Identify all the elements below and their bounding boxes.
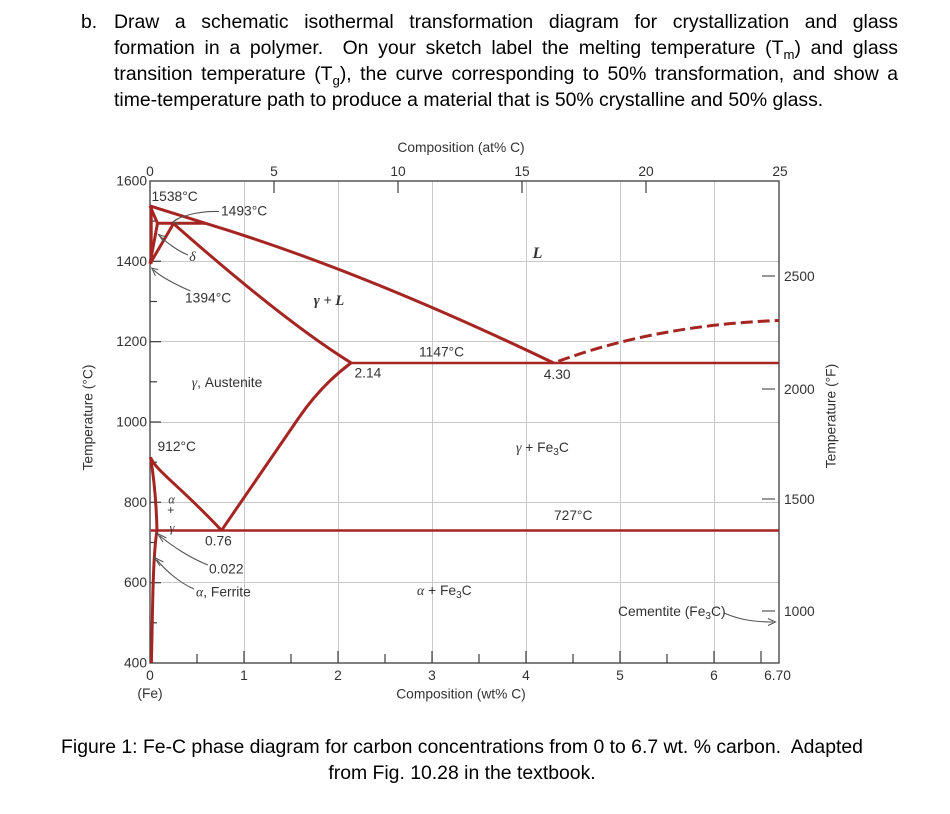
svg-text:+: + (167, 503, 174, 517)
svg-text:0: 0 (146, 164, 154, 179)
svg-text:400: 400 (124, 656, 147, 671)
svg-text:2: 2 (334, 668, 342, 683)
svg-text:912°C: 912°C (158, 439, 197, 454)
svg-text:1000: 1000 (116, 415, 147, 430)
svg-text:5: 5 (616, 668, 624, 683)
svg-text:γ + Fe3C: γ + Fe3C (516, 440, 569, 458)
svg-text:0.022: 0.022 (209, 562, 244, 577)
svg-text:2500: 2500 (784, 269, 815, 284)
svg-text:1600: 1600 (116, 174, 147, 189)
svg-text:1394°C: 1394°C (185, 291, 231, 306)
svg-text:L: L (532, 245, 543, 262)
svg-text:1200: 1200 (116, 334, 147, 349)
svg-text:25: 25 (772, 164, 788, 179)
svg-text:600: 600 (124, 575, 147, 590)
svg-text:α + Fe3C: α + Fe3C (417, 583, 472, 601)
svg-text:727°C: 727°C (554, 508, 593, 523)
svg-text:Composition (at% C): Composition (at% C) (397, 140, 524, 155)
svg-text:800: 800 (124, 495, 147, 510)
svg-text:Temperature (°C): Temperature (°C) (81, 365, 96, 471)
svg-text:γ: γ (170, 521, 176, 535)
svg-text:1493°C: 1493°C (221, 204, 267, 219)
svg-text:2.14: 2.14 (355, 366, 382, 381)
svg-text:Composition (wt% C): Composition (wt% C) (396, 687, 526, 702)
svg-text:10: 10 (390, 164, 406, 179)
svg-text:6: 6 (710, 668, 718, 683)
svg-text:15: 15 (514, 164, 530, 179)
svg-text:1147°C: 1147°C (419, 345, 464, 360)
svg-text:0: 0 (146, 668, 154, 683)
svg-text:2000: 2000 (784, 382, 815, 397)
svg-text:Cementite (Fe3C): Cementite (Fe3C) (618, 604, 726, 622)
svg-text:4.30: 4.30 (544, 367, 571, 382)
svg-text:γ + L: γ + L (314, 293, 345, 309)
svg-text:(Fe): (Fe) (137, 686, 162, 701)
svg-text:α: α (168, 493, 175, 507)
svg-text:1: 1 (240, 668, 248, 683)
svg-text:1000: 1000 (784, 604, 815, 619)
svg-text:1500: 1500 (784, 492, 815, 507)
svg-text:γ, Austenite: γ, Austenite (192, 375, 263, 390)
svg-text:5: 5 (270, 164, 278, 179)
svg-text:Temperature (°F): Temperature (°F) (824, 364, 839, 468)
svg-text:1400: 1400 (116, 254, 147, 269)
svg-text:20: 20 (638, 164, 654, 179)
svg-text:4: 4 (522, 668, 530, 683)
svg-text:0.76: 0.76 (205, 534, 232, 549)
svg-text:1538°C: 1538°C (152, 189, 198, 204)
svg-text:3: 3 (428, 668, 436, 683)
svg-text:6.70: 6.70 (764, 668, 791, 683)
svg-text:δ: δ (189, 249, 196, 264)
svg-text:α, Ferrite: α, Ferrite (196, 585, 251, 600)
